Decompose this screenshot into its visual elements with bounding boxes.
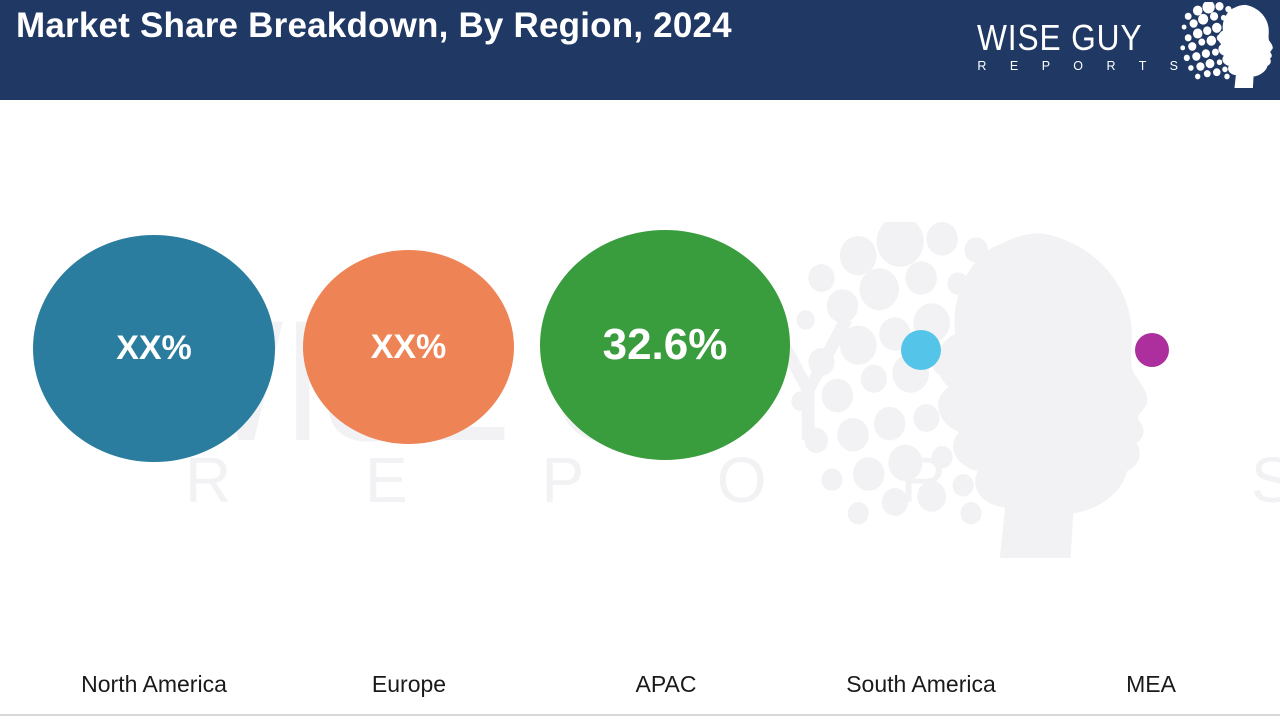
wiseguy-logo-text: WISE GUY R E P O R T S — [977, 17, 1188, 73]
bottom-divider — [0, 714, 1280, 716]
wiseguy-logo: WISE GUY R E P O R T S — [977, 2, 1274, 88]
header-bar: Market Share Breakdown, By Region, 2024 … — [0, 0, 1280, 100]
category-label-south-america: South America — [846, 671, 996, 697]
bubble-value-apac: 32.6% — [602, 320, 728, 369]
category-label-apac: APAC — [635, 671, 697, 697]
wiseguy-logo-name: WISE GUY — [977, 16, 1143, 58]
bubble-europe: XX% — [303, 250, 514, 444]
bubble-value-north-america: XX% — [116, 329, 192, 367]
category-label-north-america: North America — [81, 671, 227, 697]
wiseguy-logo-subname: R E P O R T S — [977, 59, 1188, 74]
page-title: Market Share Breakdown, By Region, 2024 — [16, 6, 732, 45]
category-label-europe: Europe — [371, 671, 447, 697]
wiseguy-head-icon — [1180, 2, 1273, 88]
category-label-mea: MEA — [1126, 671, 1176, 697]
bubble-south-america — [901, 330, 941, 370]
bubble-apac: 32.6% — [540, 230, 790, 460]
bubble-north-america: XX% — [33, 235, 275, 462]
bubble-value-europe: XX% — [370, 327, 447, 366]
wiseguy-head-watermark-icon — [791, 222, 1148, 558]
bubble-mea — [1135, 333, 1169, 367]
